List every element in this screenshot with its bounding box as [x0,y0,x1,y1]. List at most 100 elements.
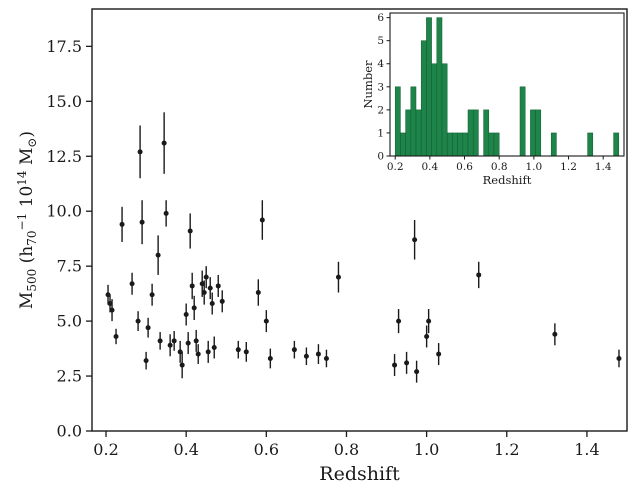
scatter-point [113,333,119,339]
scatter-point [157,338,163,344]
scatter-point [195,351,201,357]
scatter-point [404,360,410,366]
histogram-bar [394,86,401,157]
inset-axes: 0.2 0.4 0.6 0.8 1.0 1.2 1.4 0 1 2 3 4 5 6 Redshift Numb… [361,12,625,187]
scatter-point [414,369,420,375]
y-tick-label: 2.5 [57,367,82,386]
scatter-point [207,285,213,291]
inset-x-tick-label: 1.4 [595,161,612,173]
y-tick-label: 12.5 [46,147,82,166]
scatter-point [436,351,442,357]
y-tick-label: 15.0 [46,92,82,111]
histogram-bar [431,63,438,157]
x-tick-label: 1.4 [574,440,599,459]
x-tick-label: 1.2 [494,440,519,459]
scatter-point [211,344,217,350]
y-tick-label: 7.5 [57,257,82,276]
histogram-bar [405,109,412,157]
scatter-point [107,301,113,307]
scatter-point [145,325,151,331]
x-tick-label: 1.0 [414,440,439,459]
y-tick-label: 17.5 [46,37,82,56]
scatter-point [616,355,622,361]
main-axes: 0.2 0.4 0.6 0.8 1.0 1.2 1.4 0.0 2.5 5.0 7.5 10.0 12.… [15,8,628,485]
inset-x-tick-label: 1.0 [526,161,543,173]
x-tick-label: 0.8 [334,440,359,459]
scatter-point [412,237,418,243]
scatter-point [105,292,111,298]
scatter-point [189,283,195,289]
inset-y-tick-label: 6 [377,12,384,24]
histogram-bar [550,132,557,157]
scatter-point [143,358,149,364]
scatter-point [149,292,155,298]
histogram-bar [410,86,417,157]
y-tick-label: 10.0 [46,202,82,221]
scatter-point [219,298,225,304]
x-tick-label: 0.4 [173,440,198,459]
scatter-point [215,283,221,289]
inset-x-tick-label: 0.2 [387,161,404,173]
scatter-point [255,290,261,296]
histogram-bar [483,109,490,157]
x-axis-label: Redshift [319,463,400,485]
scatter-point [424,333,430,339]
histogram-bar [462,132,469,157]
scatter-point [109,307,115,313]
scatter-point [552,331,558,337]
inset-y-tick-label: 2 [377,104,384,116]
x-tick-label: 0.6 [254,440,279,459]
scatter-point [137,149,143,155]
scatter-point [315,351,321,357]
histogram-bar [493,132,500,157]
scatter-point [426,318,432,324]
histogram-bar [488,132,495,157]
scatter-point [243,349,249,355]
scatter-point [135,318,141,324]
scatter-point [177,349,183,355]
y-axis-label: M500 (h70−1 1014 M⊙) [15,131,39,309]
scatter-point [155,252,161,258]
histogram-bar [519,86,526,157]
scatter-point [167,342,173,348]
scatter-point [201,290,207,296]
histogram-bar [457,132,464,157]
histogram-bar [535,109,542,157]
inset-y-axis-label: Number [361,60,375,109]
inset-y-tick-label: 0 [377,151,384,163]
scatter-point [139,219,145,225]
scatter-point [323,355,329,361]
inset-x-tick-label: 0.6 [456,161,473,173]
scatter-point [205,349,211,355]
histogram-bar [426,17,432,157]
scatter-point [161,140,167,146]
scatter-point [396,318,402,324]
inset-axes-frame [389,12,625,157]
histogram-bar [400,132,406,157]
scatter-point [183,312,189,318]
inset-y-tick-label: 4 [377,58,384,70]
scatter-point [263,318,269,324]
histogram-bar [415,109,422,157]
inset-y-tick-label: 3 [377,81,384,93]
scatter-point [303,353,309,359]
histogram-bar [436,17,443,157]
histogram-bar [467,109,474,157]
inset-x-tick-label: 0.8 [491,161,508,173]
y-tick-label: 5.0 [57,312,82,331]
inset-y-tick-label: 5 [377,35,384,47]
scatter-point [291,347,297,353]
scatter-point [171,338,177,344]
main-axes-frame [91,8,628,432]
scatter-point [476,272,482,278]
scatter-point [129,281,135,287]
histogram-bar [441,63,448,157]
histogram-bar [446,132,453,157]
scatter-point [179,362,185,368]
scatter-point [163,210,169,216]
y-tick-label: 0.0 [57,422,82,441]
scatter-point [335,274,341,280]
inset-x-tick-label: 1.2 [560,161,577,173]
scatter-point [392,362,398,368]
